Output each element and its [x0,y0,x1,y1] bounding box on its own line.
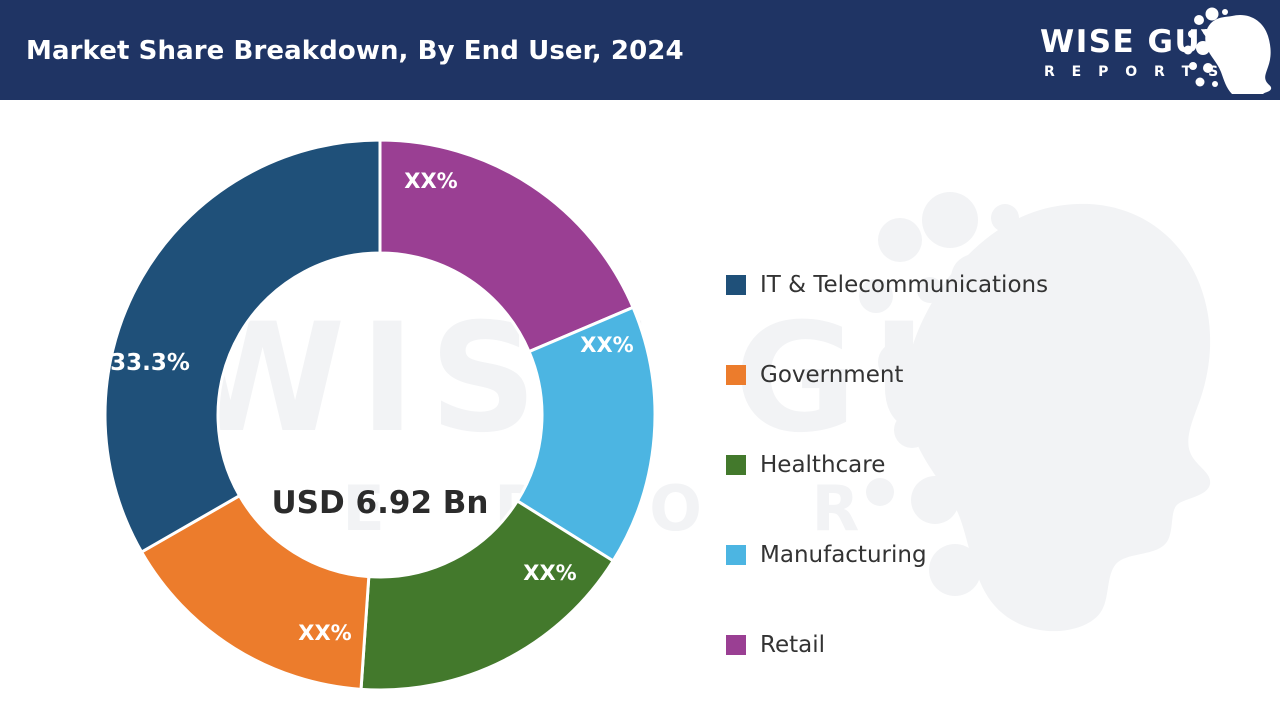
donut-chart: 33.3% XX% XX% XX% XX% USD 6.92 Bn [0,100,700,720]
legend-label: IT & Telecommunications [760,272,1049,298]
page-title: Market Share Breakdown, By End User, 202… [26,36,684,66]
slice-label-government: XX% [298,621,351,645]
legend-swatch-icon [726,545,746,565]
donut-center-label: USD 6.92 Bn [271,485,489,521]
legend-swatch-icon [726,365,746,385]
pie-slice-manufacturing[interactable] [515,305,657,563]
legend-item-retail[interactable]: Retail [726,600,1246,690]
legend-label: Retail [760,632,825,658]
logo-wordmark-primary: WISE GUY [1040,24,1225,60]
pie-slice-it-telecom[interactable] [103,138,382,555]
legend-item-government[interactable]: Government [726,330,1246,420]
pie-slice-healthcare[interactable] [359,498,616,692]
pie-slice-government[interactable] [139,493,371,691]
logo-head-icon [1183,7,1272,94]
legend-swatch-icon [726,455,746,475]
logo-wordmark-secondary: R E P O R T S [1044,64,1224,80]
slice-label-manufacturing: XX% [580,333,633,357]
slice-label-retail: XX% [404,169,457,193]
header-bar: Market Share Breakdown, By End User, 202… [0,0,1280,100]
pie-slice-retail[interactable] [378,138,636,354]
chart-legend: IT & Telecommunications Government Healt… [726,240,1246,690]
legend-label: Healthcare [760,452,886,478]
wiseguy-reports-logo: WISE GUY R E P O R T S [1040,7,1272,94]
legend-label: Manufacturing [760,542,927,568]
slice-label-healthcare: XX% [523,561,576,585]
legend-swatch-icon [726,635,746,655]
legend-item-it-telecom[interactable]: IT & Telecommunications [726,240,1246,330]
legend-label: Government [760,362,904,388]
legend-item-healthcare[interactable]: Healthcare [726,420,1246,510]
legend-item-manufacturing[interactable]: Manufacturing [726,510,1246,600]
slice-label-it-telecom: 33.3% [110,350,190,376]
legend-swatch-icon [726,275,746,295]
